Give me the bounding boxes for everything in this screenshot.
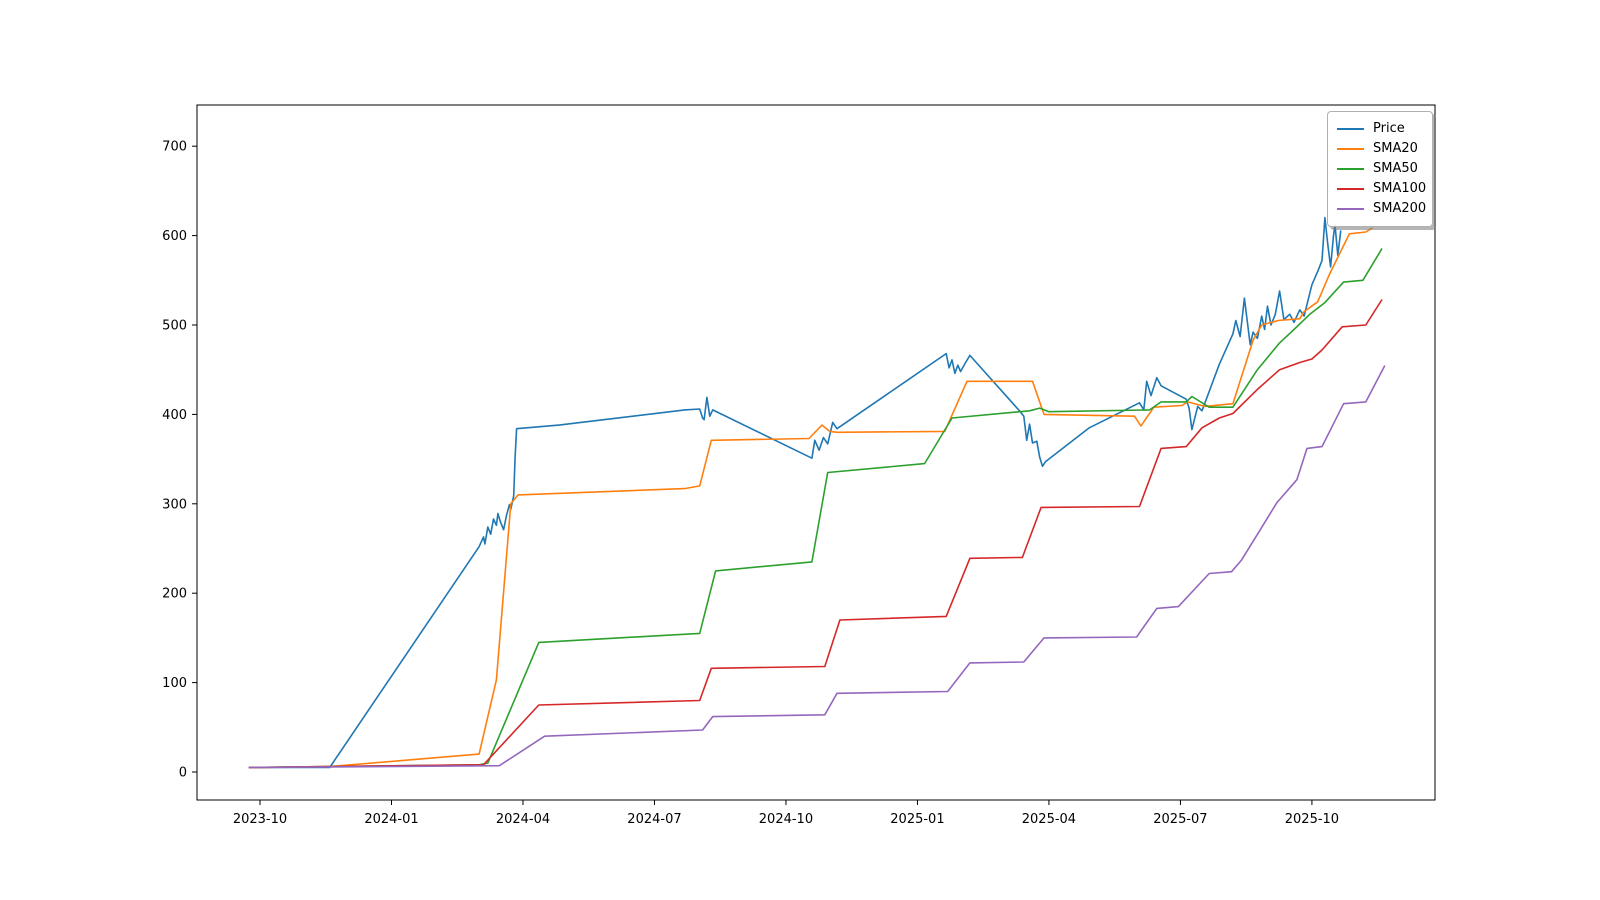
x-tick-label: 2023-10 <box>233 812 287 827</box>
legend-line-sample-sma20 <box>1337 148 1364 150</box>
legend-line-sample-sma50 <box>1337 168 1364 170</box>
series-line-sma200 <box>248 365 1386 769</box>
legend-item-price: Price <box>1337 119 1423 139</box>
legend-label-sma200: SMA200 <box>1373 201 1427 216</box>
legend-label-sma50: SMA50 <box>1373 161 1418 176</box>
legend-line-sample-sma200 <box>1337 208 1364 210</box>
x-tick-label: 2024-04 <box>496 812 550 827</box>
x-tick-label: 2025-04 <box>1022 812 1076 827</box>
x-tick-label: 2025-01 <box>890 812 944 827</box>
y-tick-label: 300 <box>162 497 187 512</box>
y-tick-label: 0 <box>179 766 187 781</box>
legend-label-sma20: SMA20 <box>1373 141 1418 156</box>
legend-label-price: Price <box>1373 121 1405 136</box>
series-line-sma100 <box>248 299 1383 769</box>
y-tick-label: 700 <box>162 140 187 155</box>
legend-item-sma20: SMA20 <box>1337 139 1423 159</box>
series-line-sma20 <box>248 227 1373 769</box>
x-tick-label: 2025-07 <box>1153 812 1207 827</box>
legend: Price SMA20 SMA50 SMA100 SMA200 <box>1327 111 1433 227</box>
x-tick-label: 2024-07 <box>627 812 681 827</box>
legend-line-sample-price <box>1337 128 1364 130</box>
x-tick-label: 2025-10 <box>1285 812 1339 827</box>
y-tick-label: 100 <box>162 676 187 691</box>
axes-frame <box>196 104 1436 801</box>
x-tick-label: 2024-10 <box>759 812 813 827</box>
y-tick-label: 200 <box>162 587 187 602</box>
y-tick-label: 400 <box>162 408 187 423</box>
y-tick-label: 500 <box>162 319 187 334</box>
y-tick-label: 600 <box>162 229 187 244</box>
legend-item-sma50: SMA50 <box>1337 159 1423 179</box>
x-tick-label: 2024-01 <box>364 812 418 827</box>
legend-line-sample-sma100 <box>1337 188 1364 190</box>
legend-item-sma200: SMA200 <box>1337 199 1427 219</box>
legend-label-sma100: SMA100 <box>1373 181 1427 196</box>
series-line-price <box>248 216 1342 769</box>
series-line-sma50 <box>248 248 1383 769</box>
legend-item-sma100: SMA100 <box>1337 179 1427 199</box>
